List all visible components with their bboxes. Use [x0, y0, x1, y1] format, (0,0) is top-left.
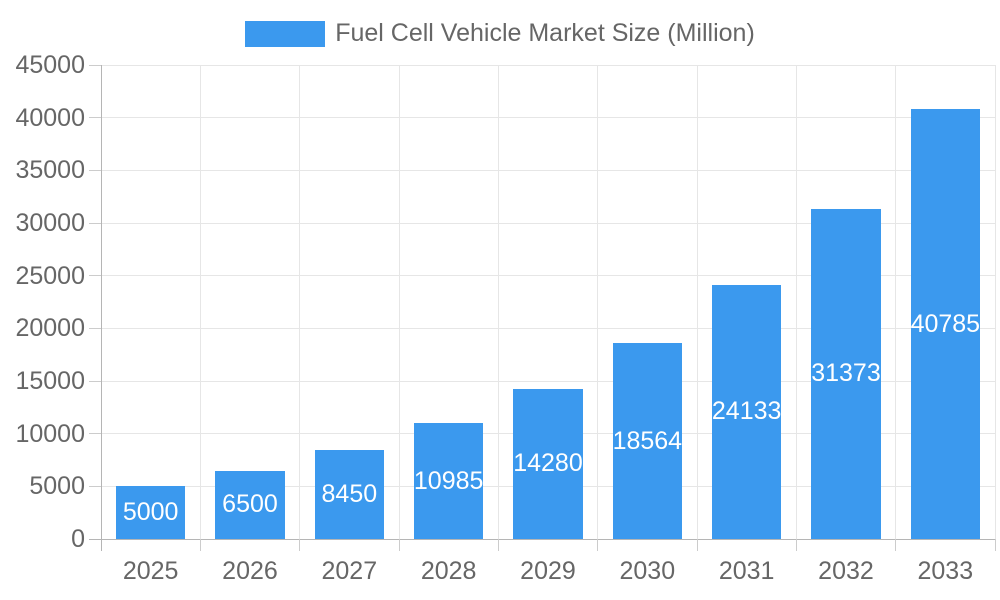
bar-value-label: 5000: [122, 498, 179, 527]
y-axis-tick: [89, 327, 101, 329]
y-axis-label: 45000: [15, 51, 85, 79]
x-axis-label: 2025: [122, 557, 179, 585]
x-axis-label: 2032: [818, 557, 874, 585]
y-axis-label: 10000: [15, 419, 85, 448]
bar-value-label: 10985: [413, 466, 484, 495]
y-axis-tick: [89, 117, 101, 119]
legend-item[interactable]: Fuel Cell Vehicle Market Size (Million): [0, 19, 1000, 48]
bar-2030[interactable]: [612, 343, 683, 539]
bar-2026[interactable]: [215, 470, 285, 539]
legend-label: Fuel Cell Vehicle Market Size (Million): [335, 19, 755, 47]
x-axis-tick: [199, 539, 201, 551]
y-axis-tick: [89, 64, 101, 66]
y-axis-label: 20000: [15, 314, 85, 343]
y-axis-tick: [89, 222, 101, 224]
y-axis-tick: [89, 538, 101, 540]
gridline-vertical: [696, 65, 698, 539]
y-axis-tick: [89, 433, 101, 435]
bar-value-label: 24133: [711, 397, 782, 426]
y-axis-label: 40000: [15, 103, 85, 132]
y-axis-tick: [89, 380, 101, 382]
gridline-vertical: [100, 65, 102, 539]
y-axis-label: 25000: [15, 261, 85, 290]
gridline-vertical: [895, 65, 897, 539]
gridline-horizontal: [101, 275, 995, 277]
bar-value-label: 8450: [321, 479, 378, 508]
gridline-horizontal: [101, 380, 995, 382]
bar-value-label: 18564: [612, 426, 683, 455]
x-axis-tick: [994, 539, 996, 551]
plot-area: 0 5000 10000 15000 20000 25000 30000 35000 40000…: [15, 51, 996, 585]
gridline-horizontal: [101, 169, 995, 171]
bar-value-label: 40785: [910, 309, 981, 338]
bar-2032[interactable]: [811, 208, 881, 539]
bar-2033[interactable]: [910, 109, 981, 539]
x-axis-tick: [299, 539, 301, 551]
y-axis-tick: [89, 275, 101, 277]
x-axis-tick: [895, 539, 897, 551]
x-axis-tick: [597, 539, 599, 551]
gridline-horizontal: [101, 222, 995, 224]
x-axis-label: 2031: [718, 557, 775, 585]
y-axis-label: 15000: [15, 367, 85, 395]
y-axis-label: 35000: [15, 156, 85, 185]
x-axis-label: 2027: [321, 557, 378, 585]
y-axis-tick: [89, 169, 101, 171]
x-axis-label: 2026: [222, 557, 278, 585]
gridline-horizontal: [101, 327, 995, 329]
bar-2025[interactable]: [115, 486, 186, 539]
x-axis-label: 2030: [619, 557, 676, 585]
x-axis-label: 2028: [420, 557, 477, 585]
gridline-vertical: [398, 65, 400, 539]
gridline-vertical: [299, 65, 301, 539]
bar-value-label: 6500: [222, 490, 278, 519]
bar-2029[interactable]: [513, 388, 583, 539]
x-axis-tick: [795, 539, 797, 551]
gridline-horizontal: [101, 64, 995, 66]
gridline-horizontal: [101, 117, 995, 119]
y-axis-label: 0: [71, 525, 85, 553]
bar-2027[interactable]: [314, 449, 385, 539]
x-axis-tick: [696, 539, 698, 551]
x-axis-label: 2033: [917, 557, 974, 585]
gridline-horizontal: [101, 538, 995, 540]
x-axis-tick: [497, 539, 499, 551]
gridline-vertical: [795, 65, 797, 539]
bar-value-label: 31373: [811, 359, 881, 388]
bar-2031[interactable]: [711, 284, 782, 539]
gridline-vertical: [497, 65, 499, 539]
gridline-vertical: [994, 65, 996, 539]
bar-value-label: 14280: [513, 449, 583, 478]
gridline-vertical: [597, 65, 599, 539]
x-axis-tick: [100, 539, 102, 551]
legend-swatch: [245, 20, 326, 47]
gridline-vertical: [199, 65, 201, 539]
y-axis-tick: [89, 485, 101, 487]
x-axis-tick: [398, 539, 400, 551]
x-axis-label: 2029: [520, 557, 576, 585]
y-axis-label: 5000: [29, 472, 85, 501]
bar-2028[interactable]: [413, 423, 484, 539]
y-axis-label: 30000: [15, 209, 85, 237]
